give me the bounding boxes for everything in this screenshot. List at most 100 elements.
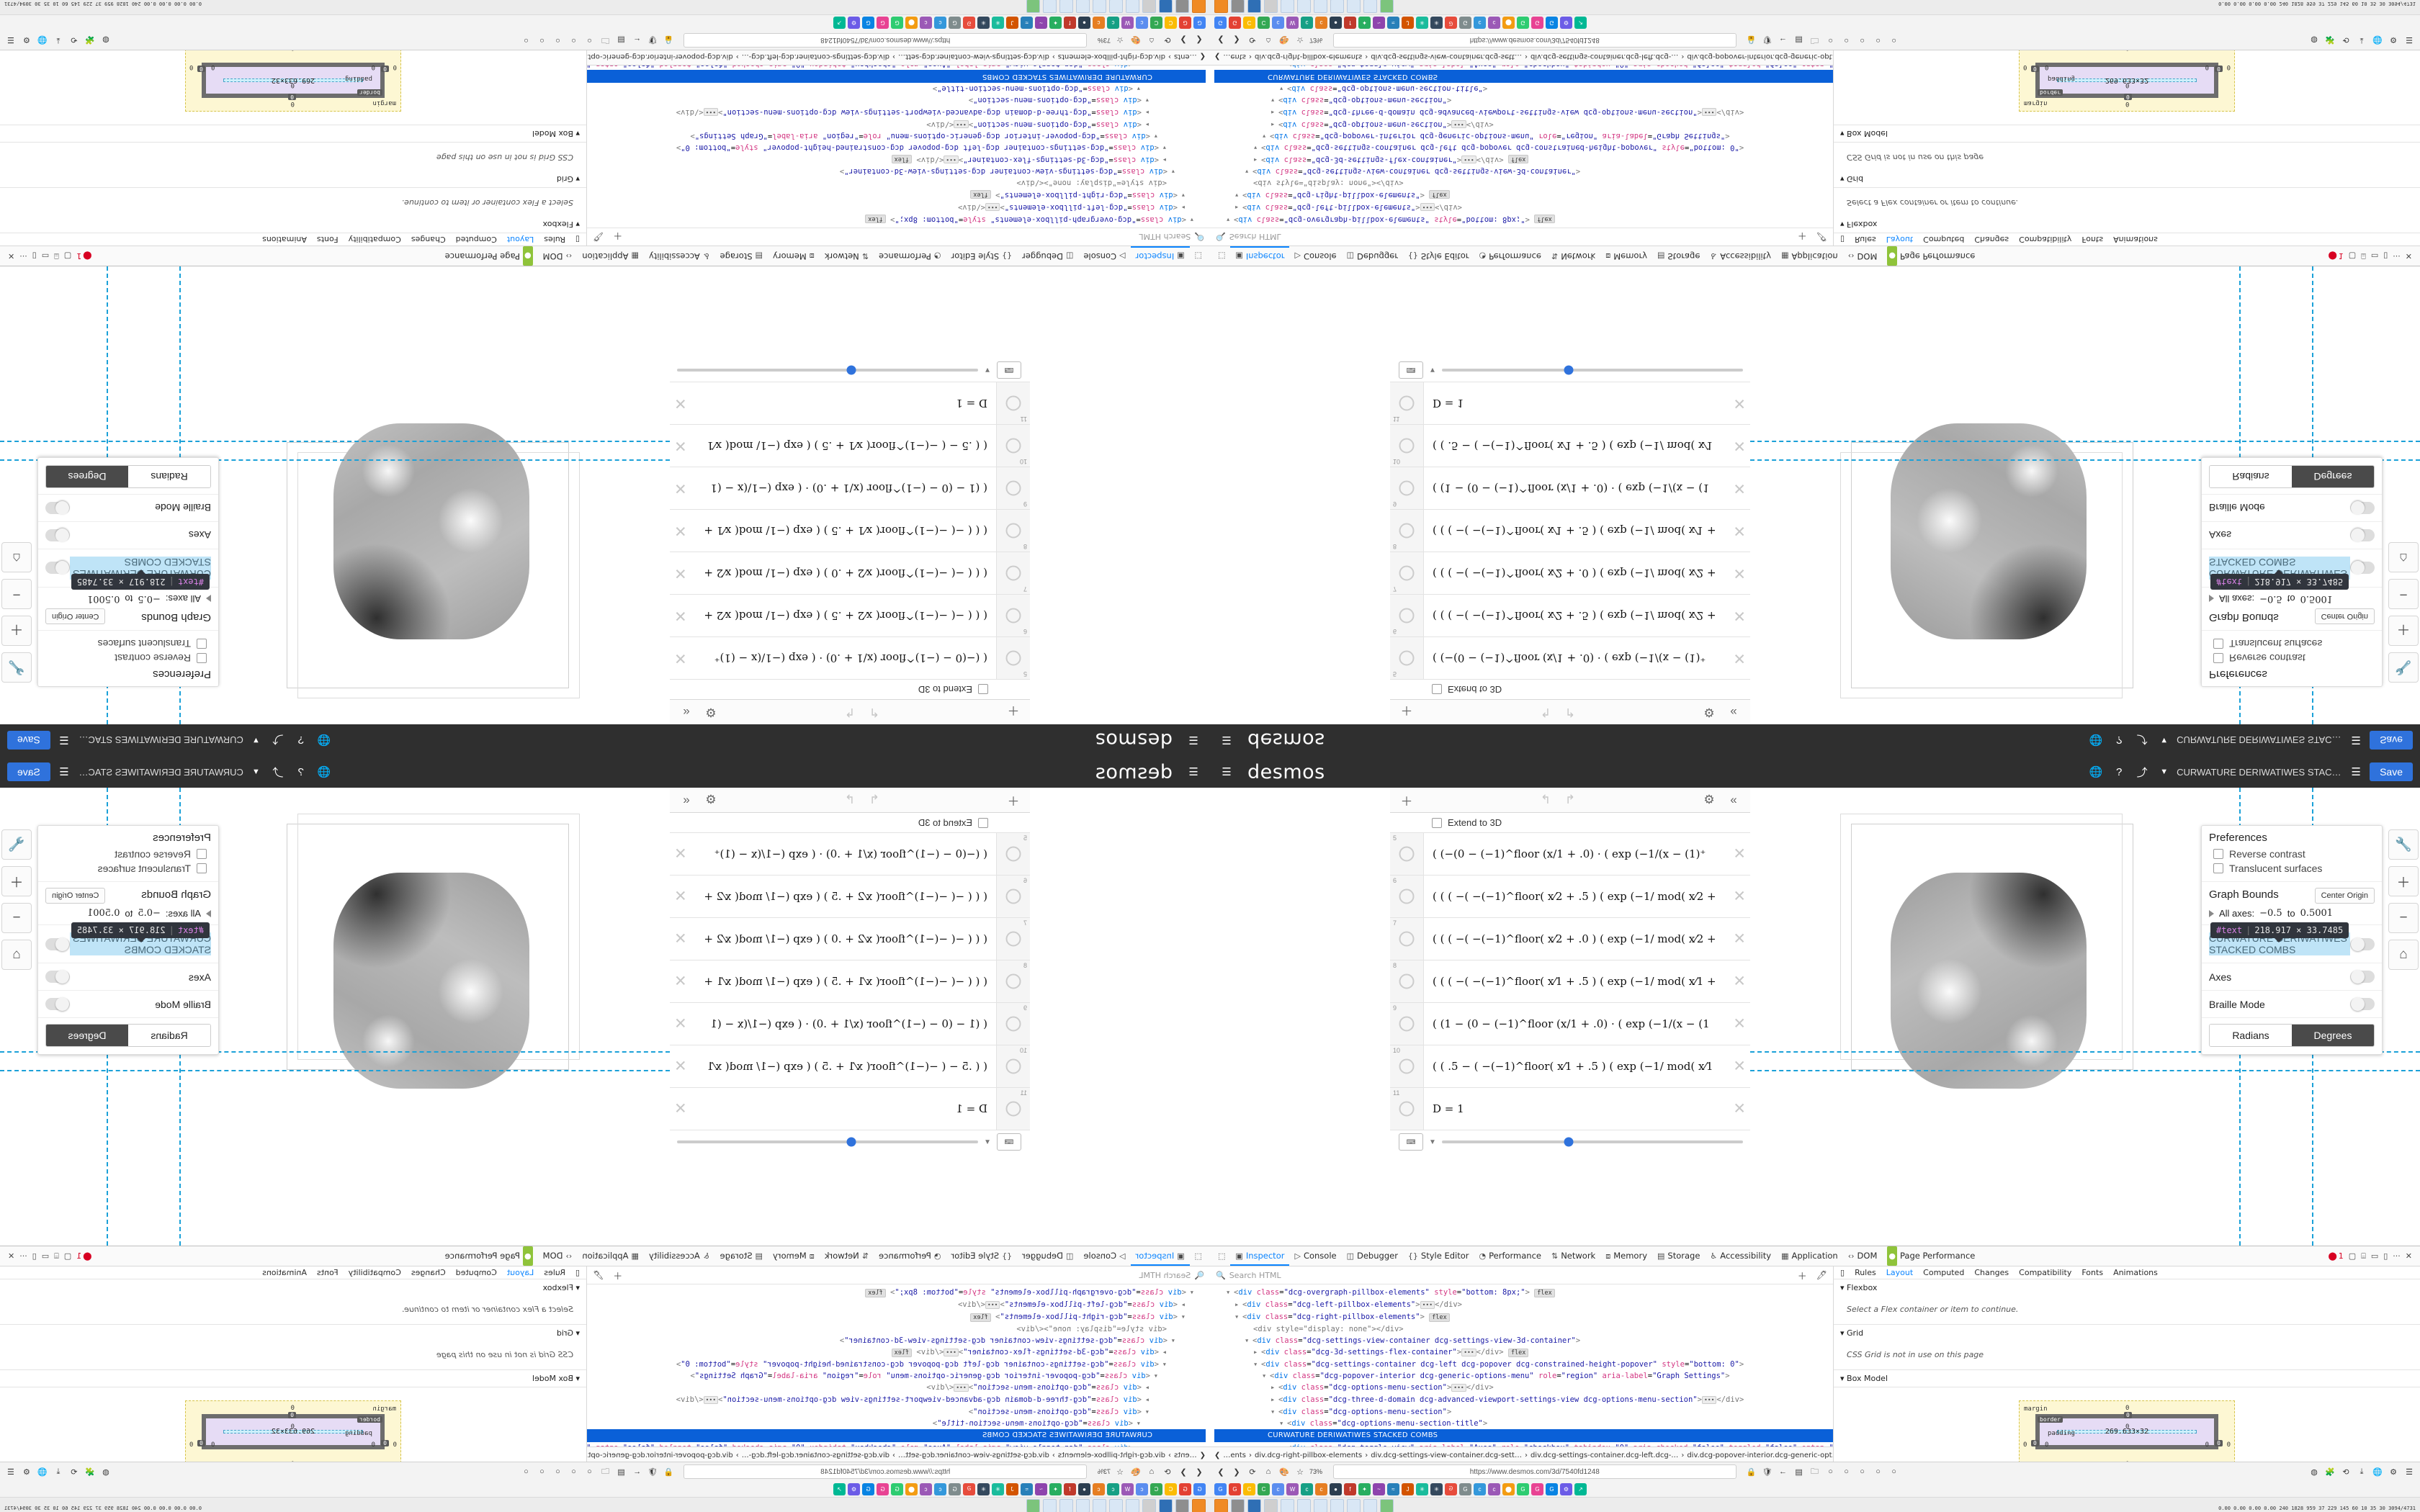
window-item[interactable] <box>1363 1498 1377 1512</box>
close-icon[interactable]: ✕ <box>674 1100 687 1117</box>
dom-line[interactable]: ▾<div class="dcg-popover-interior dcg-ge… <box>1262 132 1730 140</box>
breadcrumb[interactable]: ❮ …ents › div.dcg-right-pillbox-elements ›… <box>1210 50 1833 66</box>
expression-math[interactable]: ( (1 − (0 − (−1)^floor (x/1 + .0) · ( ex… <box>710 1017 987 1030</box>
expression-toggle[interactable] <box>1399 846 1415 862</box>
degrees-button[interactable]: Degrees <box>46 466 128 487</box>
extend-to-3d-checkbox[interactable] <box>1432 684 1442 695</box>
expression-toggle[interactable] <box>1399 608 1415 624</box>
tab-layout[interactable]: Layout <box>506 1268 534 1278</box>
center-origin-button[interactable]: Center Origin <box>45 888 106 904</box>
list-icon[interactable]: ☰ <box>59 766 69 778</box>
bookmark-item[interactable]: ⬤ <box>1502 1482 1515 1495</box>
close-icon[interactable]: ✕ <box>1733 437 1746 454</box>
dom-line[interactable]: ▾<div class="dcg-settings-view-container… <box>1245 167 1581 176</box>
gear-icon[interactable]: ⚙ <box>2390 1467 2397 1477</box>
error-count-badge[interactable]: ⬤ 1 <box>76 251 92 261</box>
bookmark-item[interactable]: c <box>934 17 946 30</box>
double-chevron-left-icon[interactable]: « <box>683 793 690 806</box>
chevron-down-icon[interactable]: ▼ <box>2160 768 2169 776</box>
bookmark-item[interactable]: ⬤ <box>905 17 918 30</box>
bookmark-item[interactable]: G <box>1193 17 1206 30</box>
tab-page-performance[interactable]: ● Page Performance <box>1882 1246 1980 1266</box>
expand-triangle-icon[interactable] <box>206 909 211 917</box>
reload-icon[interactable]: ⟳ <box>1164 1467 1171 1477</box>
bookmark-item[interactable]: C <box>1165 1482 1177 1495</box>
app-icon[interactable] <box>1142 0 1156 14</box>
search-input[interactable]: Search HTML <box>1229 1270 1281 1280</box>
tab-storage[interactable]: ▤ Storage <box>715 246 768 266</box>
bookmark-item[interactable]: C <box>1150 17 1162 30</box>
firefox-icon[interactable] <box>1214 1498 1228 1512</box>
margin-right-value[interactable]: 0 <box>2226 63 2231 71</box>
app-icon[interactable] <box>1159 0 1173 14</box>
tab-debugger[interactable]: ◫ Debugger <box>1342 246 1403 266</box>
tab-computed[interactable]: Computed <box>1923 1268 1965 1278</box>
bookmark-item[interactable]: c <box>1301 1482 1313 1495</box>
margin-right-value[interactable]: 0 <box>189 63 194 71</box>
bookmark-item[interactable]: ✳ <box>1430 17 1443 30</box>
redo-arrow-icon[interactable]: ↱ <box>844 793 856 806</box>
help-icon[interactable]: ? <box>297 765 304 778</box>
close-icon[interactable]: ✕ <box>1733 1015 1746 1032</box>
responsive-design-icon[interactable]: ▢ <box>63 251 72 261</box>
reverse-contrast-row[interactable]: Reverse contrast <box>45 847 211 861</box>
more-options-icon[interactable]: ··· <box>19 1251 27 1261</box>
tab-memory[interactable]: ⧈ Memory <box>1600 246 1652 266</box>
expression-toggle[interactable] <box>1399 1058 1415 1074</box>
table-row[interactable]: 11 D = 1 ✕ <box>1390 382 1750 424</box>
home-icon[interactable]: ⌂ <box>2388 542 2419 572</box>
tab-network[interactable]: ⇅ Network <box>1546 246 1600 266</box>
bookmark-item[interactable]: C <box>1243 17 1255 30</box>
extension-dot-icon[interactable]: ○ <box>524 36 529 45</box>
tab-accessibility[interactable]: ♿ Accessibility <box>644 1246 715 1266</box>
home-icon[interactable]: ⌂ <box>1 940 32 970</box>
table-row[interactable]: 6 ( ( ( −( −(−1)^floor( x⁄2 + .5 ) ( exp… <box>670 594 1030 636</box>
close-icon[interactable]: ✕ <box>8 251 15 261</box>
table-row[interactable]: 6 ( ( ( −( −(−1)^floor( x⁄2 + .5 ) ( exp… <box>1390 876 1750 918</box>
padding-right-value[interactable]: 0 <box>2205 63 2209 71</box>
zoom-in-button[interactable]: ＋ <box>2388 866 2419 896</box>
star-icon[interactable]: ☆ <box>1296 1467 1304 1477</box>
braille-mode-row[interactable]: Braille Mode <box>2202 991 2382 1018</box>
dom-selected-text-node[interactable]: CURWATURE DERIWATIWES STACKED COMBS <box>587 70 1206 83</box>
save-button[interactable]: Save <box>2370 762 2413 781</box>
share-icon[interactable]: ⤴ <box>2136 733 2148 746</box>
close-icon[interactable]: ✕ <box>1733 973 1746 990</box>
add-node-icon[interactable]: ＋ <box>1797 230 1807 241</box>
breadcrumb[interactable]: ❮ …ents › div.dcg-right-pillbox-elements ›… <box>587 1446 1210 1462</box>
bookmark-item[interactable]: G <box>1179 17 1191 30</box>
bookmark-item[interactable]: W <box>1121 1482 1134 1495</box>
forward-arrow-icon[interactable]: ❯ <box>1233 1467 1240 1477</box>
zoom-out-button[interactable]: − <box>1 579 32 609</box>
sync-icon[interactable]: ⟲ <box>2342 35 2349 45</box>
pocket-icon[interactable]: ← <box>632 1467 641 1476</box>
tab-performance[interactable]: ◔ Performance <box>1474 1246 1546 1266</box>
table-row[interactable]: 6 ( ( ( −( −(−1)^floor( x⁄2 + .5 ) ( exp… <box>1390 594 1750 636</box>
bounds-to-value[interactable]: 0.5001 <box>2300 908 2334 919</box>
border-top-value[interactable]: 0 <box>288 93 296 100</box>
graph-canvas[interactable]: Preferences Reverse contrast Translucent… <box>0 266 670 724</box>
dom-line[interactable]: ▾<div class="dcg-right-pillbox-elements"… <box>1214 189 1833 201</box>
extension-dot-icon[interactable]: ○ <box>539 36 544 45</box>
dom-line[interactable]: ▸<div class="dcg-3d-settings-flex-contai… <box>1214 153 1833 166</box>
bookmark-item[interactable]: c <box>1488 1482 1500 1495</box>
window-item[interactable] <box>1380 0 1394 14</box>
table-row[interactable]: 11 D = 1 ✕ <box>670 1088 1030 1130</box>
window-item[interactable] <box>1126 0 1139 14</box>
tab-accessibility[interactable]: ♿ Accessibility <box>644 246 715 266</box>
address-bar[interactable]: https://www.desmos.com/3d/7540fd1248 <box>684 33 1087 48</box>
eyedropper-icon[interactable]: 🖊 <box>1816 232 1827 242</box>
bookmark-item[interactable]: c <box>1474 1482 1486 1495</box>
expression-math[interactable]: D = 1 <box>1433 1102 1464 1115</box>
degrees-button[interactable]: Degrees <box>2292 466 2374 487</box>
tab-rules[interactable]: Rules <box>544 1268 565 1278</box>
expression-math[interactable]: D = 1 <box>956 397 987 410</box>
url-text[interactable]: https://www.desmos.com/3d/7540fd1248 <box>1469 1467 1600 1476</box>
graph-title-toggle[interactable] <box>45 562 70 575</box>
dom-line[interactable]: ▾<div class="dcg-popover-interior dcg-ge… <box>690 1372 1158 1380</box>
expression-math[interactable]: ( (1 − (0 − (−1)^floor (x/1 + .0) · ( ex… <box>1433 1017 1710 1030</box>
tab-dom[interactable]: ‹› DOM <box>1843 1246 1883 1266</box>
dom-line[interactable]: ▾<div class="dcg-right-pillbox-elements"… <box>1214 1311 1833 1323</box>
app-icon[interactable] <box>1231 0 1245 14</box>
expression-math[interactable]: ( (1 − (0 − (−1)^floor (x/1 + .0) · ( ex… <box>1433 482 1710 495</box>
